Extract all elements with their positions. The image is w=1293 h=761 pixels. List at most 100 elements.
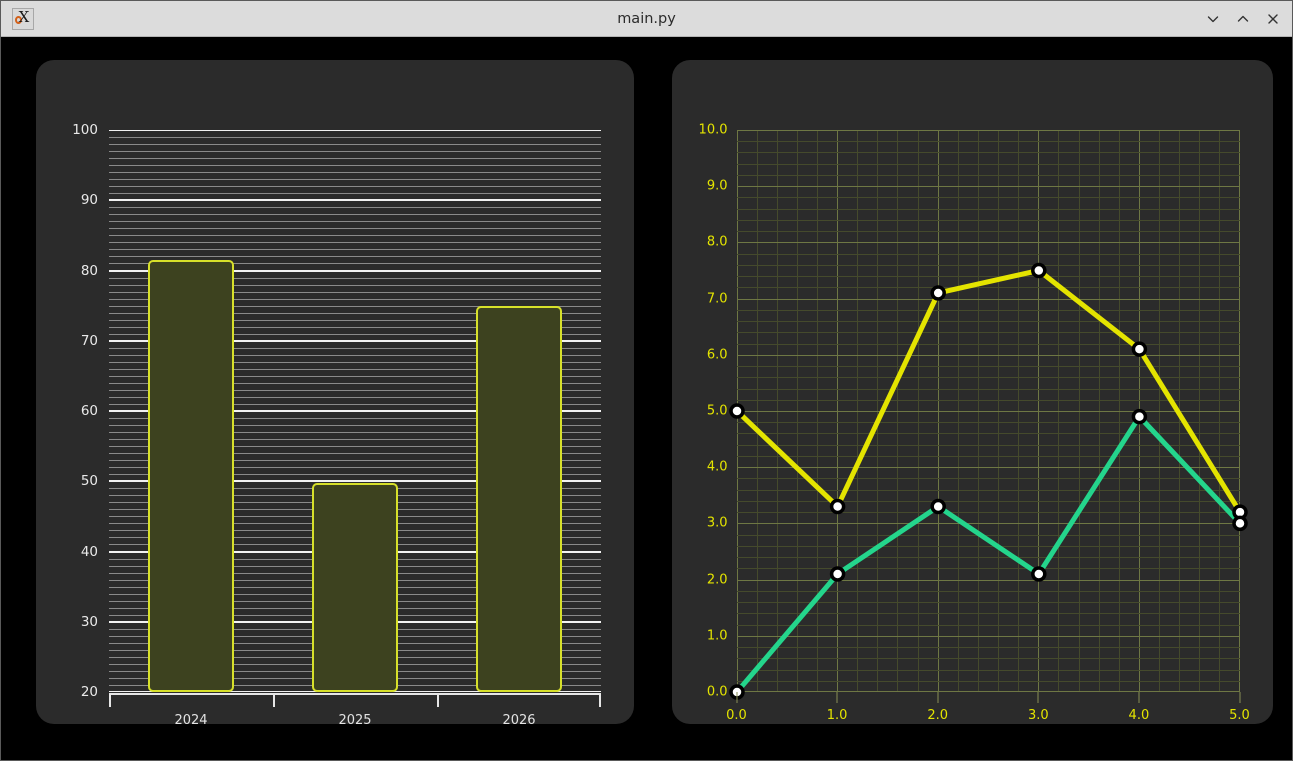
minimize-button[interactable] [1198,4,1228,34]
line-grid-major-hline [736,186,1240,188]
line-x-tick-mark [836,692,838,703]
line-grid-minor-hline [736,624,1240,626]
bar-grid-minor-line [109,418,601,420]
bar-grid-minor-line [109,326,601,328]
line-chart-card: 0.0 1.0 2.0 3.0 4.0 5.0 6.0 7.0 8.0 9.0 10.0 0.0 1.… [671,60,1273,724]
bar-y-tick-label: 20 [80,684,98,700]
bar-y-tick-label: 60 [80,403,98,419]
line-grid-minor-hline [736,377,1240,379]
line-grid-minor-hline [736,174,1240,176]
bar-grid-minor-line [109,298,601,300]
bar-chart-bar [312,482,398,692]
bar-grid-minor-line [109,467,601,469]
line-grid-minor-hline [736,568,1240,570]
bar-grid-minor-line [109,439,601,441]
line-y-tick-label: 0.0 [706,684,728,700]
bar-grid-minor-line [109,144,601,146]
bar-grid-minor-line [109,179,601,181]
bar-grid-minor-line [109,242,601,244]
line-y-tick-label: 5.0 [706,403,728,419]
bar-grid-minor-line [109,333,601,335]
bar-y-tick-label: 90 [80,192,98,209]
line-grid-minor-hline [736,399,1240,401]
bar-grid-minor-line [109,425,601,427]
bar-grid-minor-line [109,305,601,307]
line-grid-minor-hline [736,647,1240,649]
bar-grid-minor-line [109,453,601,455]
bar-x-tick-mark [599,693,601,707]
bar-grid-minor-line [109,389,601,391]
line-grid-major-hline [736,579,1240,581]
bar-grid-minor-line [109,312,601,314]
line-series-marker [1131,341,1147,357]
line-grid-minor-hline [736,388,1240,390]
line-grid-minor-hline [736,489,1240,491]
line-grid-minor-hline [736,433,1240,435]
bar-grid-minor-line [109,186,601,188]
maximize-button[interactable] [1228,4,1258,34]
bar-chart-plot-area [109,130,601,692]
bar-grid-minor-line [109,347,601,349]
line-grid-major-hline [736,242,1240,244]
line-grid-minor-hline [736,287,1240,289]
bar-grid-minor-line [109,214,601,216]
bar-grid-major-line [109,199,601,202]
line-x-tick-label: 3.0 [1027,708,1049,723]
line-x-tick-mark [736,692,737,703]
bar-chart-card: 20 30 40 50 60 70 80 90 100 2024 2025 2026 [36,60,634,728]
line-y-tick-label: 6.0 [706,347,728,363]
line-series-marker [1131,408,1147,425]
bar-y-tick-label: 50 [80,473,98,490]
line-grid-minor-hline [736,545,1240,547]
bar-grid-minor-line [109,263,601,265]
app-icon-glyph: X [18,8,30,26]
line-grid-minor-hline [736,500,1240,502]
bar-grid-major-line [109,269,601,272]
line-grid-major-hline [736,298,1240,300]
bar-y-tick-label: 100 [72,122,98,138]
bar-grid-major-line [109,130,601,131]
line-grid-major-hline [736,635,1240,637]
line-grid-minor-hline [736,478,1240,480]
bar-grid-minor-line [109,165,601,167]
close-button[interactable] [1258,4,1288,34]
bar-grid-minor-line [109,137,601,139]
bar-grid-minor-line [109,228,601,230]
bar-x-axis-line [109,693,601,707]
line-x-tick-mark [1138,692,1140,703]
line-y-axis-labels: 0.0 1.0 2.0 3.0 4.0 5.0 6.0 7.0 8.0 9.0 10.0 [672,123,728,700]
line-grid-minor-hline [736,669,1240,671]
bar-y-tick-label: 80 [80,262,98,279]
python-x-app-icon: X [12,7,34,30]
bar-grid-minor-line [109,172,601,174]
line-series-path [734,414,1242,695]
line-series-marker [1030,262,1047,279]
bar-chart-bar [476,305,562,692]
right-panel-slot: 0.0 1.0 2.0 3.0 4.0 5.0 6.0 7.0 8.0 9.0 10.0 0.0 1.… [647,37,1293,760]
bar-x-tick-mark [273,693,275,707]
line-grid-minor-hline [736,557,1240,559]
line-grid-minor-hline [736,680,1240,682]
title-bar: X main.py [1,1,1292,37]
line-grid-minor-hline [736,613,1240,615]
left-panel-slot: 20 30 40 50 60 70 80 90 100 2024 2025 2026 [1,37,647,760]
bar-x-category-label: 2026 [502,713,536,728]
bar-grid-minor-line [109,249,601,251]
line-grid-minor-hline [736,422,1240,424]
bar-chart-bar [148,259,234,692]
line-grid-minor-hline [736,264,1240,266]
line-grid-minor-hline [736,276,1240,278]
line-y-tick-label: 4.0 [706,459,728,475]
line-grid-minor-hline [736,253,1240,255]
line-y-tick-label: 9.0 [706,178,728,194]
line-grid-minor-hline [736,658,1240,660]
bar-grid-minor-line [109,158,601,160]
line-series-marker [829,566,845,582]
line-x-tick-mark [1239,692,1240,703]
bar-grid-minor-line [109,396,601,398]
line-x-tick-mark [1037,692,1039,703]
bar-grid-major-line [109,339,601,342]
line-series-marker [829,498,845,515]
line-grid-minor-hline [736,231,1240,233]
